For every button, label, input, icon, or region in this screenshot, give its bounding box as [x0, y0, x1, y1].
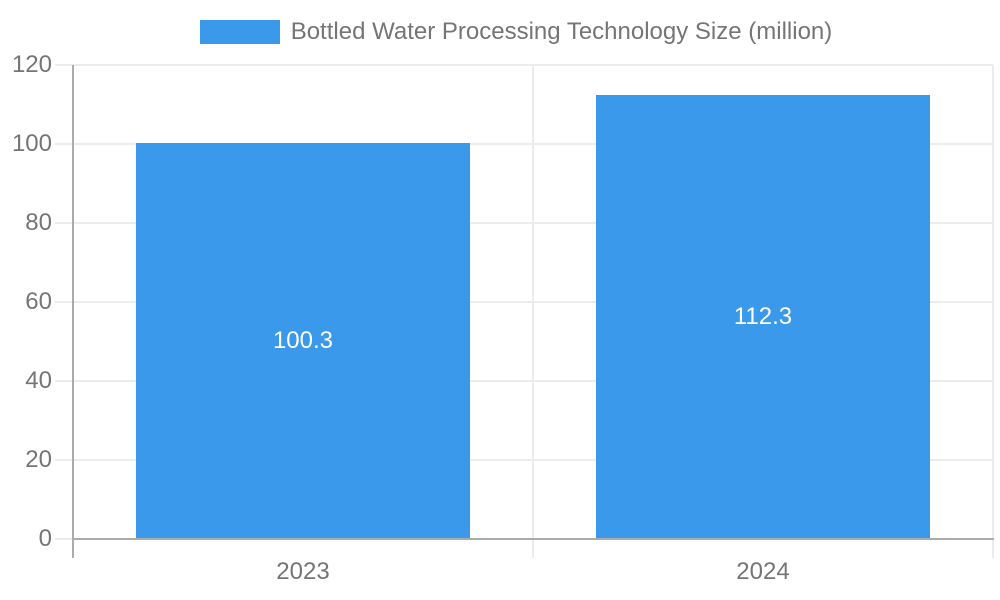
- y-tick-label: 0: [38, 525, 52, 552]
- bar-value-label: 112.3: [733, 303, 793, 331]
- x-tick-label: 2024: [736, 558, 790, 585]
- gridline-vertical: [992, 65, 994, 558]
- y-axis-tick: [55, 538, 73, 540]
- y-axis-tick: [55, 301, 73, 303]
- y-tick-label: 20: [25, 446, 52, 473]
- y-axis-tick: [55, 143, 73, 145]
- y-tick-label: 120: [11, 51, 52, 78]
- y-tick-label: 80: [25, 209, 52, 236]
- y-tick-label: 100: [11, 130, 52, 157]
- legend: Bottled Water Processing Technology Size…: [16, 18, 1000, 46]
- bar-value-label: 100.3: [272, 326, 334, 354]
- y-axis-line: [72, 65, 74, 558]
- y-axis-tick: [55, 64, 73, 66]
- legend-swatch: [199, 20, 280, 44]
- x-axis-line: [72, 538, 994, 540]
- legend-label: Bottled Water Processing Technology Size…: [290, 18, 833, 45]
- bar: [596, 95, 930, 539]
- bar: [136, 142, 470, 539]
- y-tick-label: 60: [25, 288, 52, 315]
- y-axis-tick: [55, 222, 73, 224]
- y-axis-tick: [55, 380, 73, 382]
- gridline-vertical: [532, 65, 534, 558]
- y-tick-label: 40: [25, 367, 52, 394]
- x-tick-label: 2023: [276, 558, 330, 585]
- plot-area: 100.3 112.3: [55, 64, 994, 558]
- y-axis-tick: [55, 459, 73, 461]
